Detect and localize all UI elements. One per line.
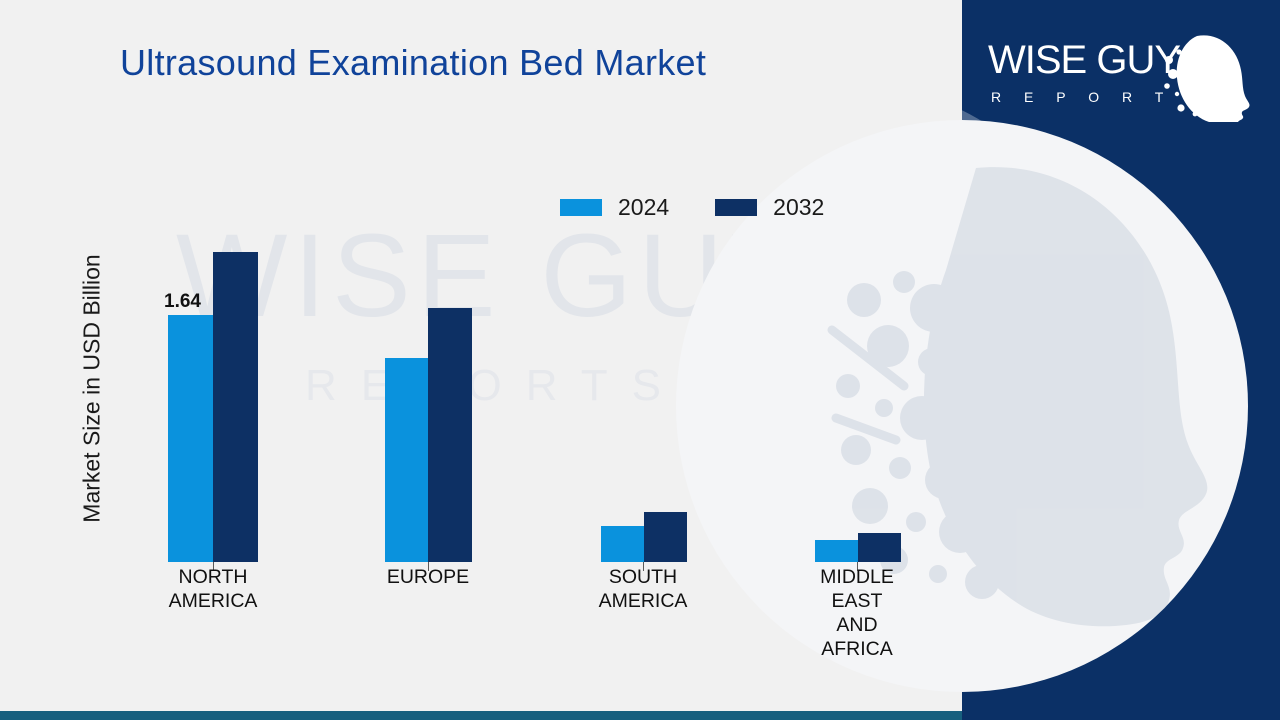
legend-swatch-2032 xyxy=(715,199,758,216)
footer-accent-bar xyxy=(0,711,962,720)
brand-logo-sub: R E P O R T S xyxy=(991,89,1205,105)
logo-head-icon xyxy=(1163,30,1255,122)
bar-2024 xyxy=(601,526,644,562)
legend-item-2032[interactable]: 2032 xyxy=(715,196,824,219)
bar-2024 xyxy=(815,540,858,562)
legend-label-2032: 2032 xyxy=(773,194,825,220)
bar-2024 xyxy=(385,358,428,562)
bar-2024 xyxy=(168,315,213,562)
x-axis-category-label: EUROPE xyxy=(386,566,470,588)
x-axis-category-label: MIDDLE EAST AND AFRICA xyxy=(820,566,894,660)
brand-logo: WISE GUY R E P O R T S xyxy=(988,35,1250,122)
dotted-head-graphic xyxy=(826,150,1248,670)
bar-value-label: 1.64 xyxy=(164,291,201,312)
legend-swatch-2024 xyxy=(560,199,602,216)
bar-2032 xyxy=(428,308,472,562)
x-axis-category-label: NORTH AMERICA xyxy=(168,566,258,612)
bar-2032 xyxy=(644,512,687,562)
brand-logo-text: WISE GUY R E P O R T S xyxy=(988,40,1205,105)
x-axis-category-label: SOUTH AMERICA xyxy=(598,566,688,612)
x-axis-tick xyxy=(428,562,429,571)
page-title: Ultrasound Examination Bed Market xyxy=(120,42,707,83)
x-axis-tick xyxy=(213,562,214,571)
legend-label-2024: 2024 xyxy=(618,194,670,220)
legend-item-2024[interactable]: 2024 xyxy=(560,196,669,219)
plot-area: 1.64 NORTH AMERICA EUROPE SOUTH AMERICA MIDD… xyxy=(164,252,901,660)
decorative-circle xyxy=(676,120,1248,692)
x-axis-tick xyxy=(643,562,644,571)
brand-logo-main: WISE GUY xyxy=(988,38,1181,82)
x-axis-tick xyxy=(857,562,858,571)
bar-2032 xyxy=(858,533,901,562)
bar-2032 xyxy=(213,252,258,562)
chart-legend: 2024 2032 xyxy=(560,196,824,219)
